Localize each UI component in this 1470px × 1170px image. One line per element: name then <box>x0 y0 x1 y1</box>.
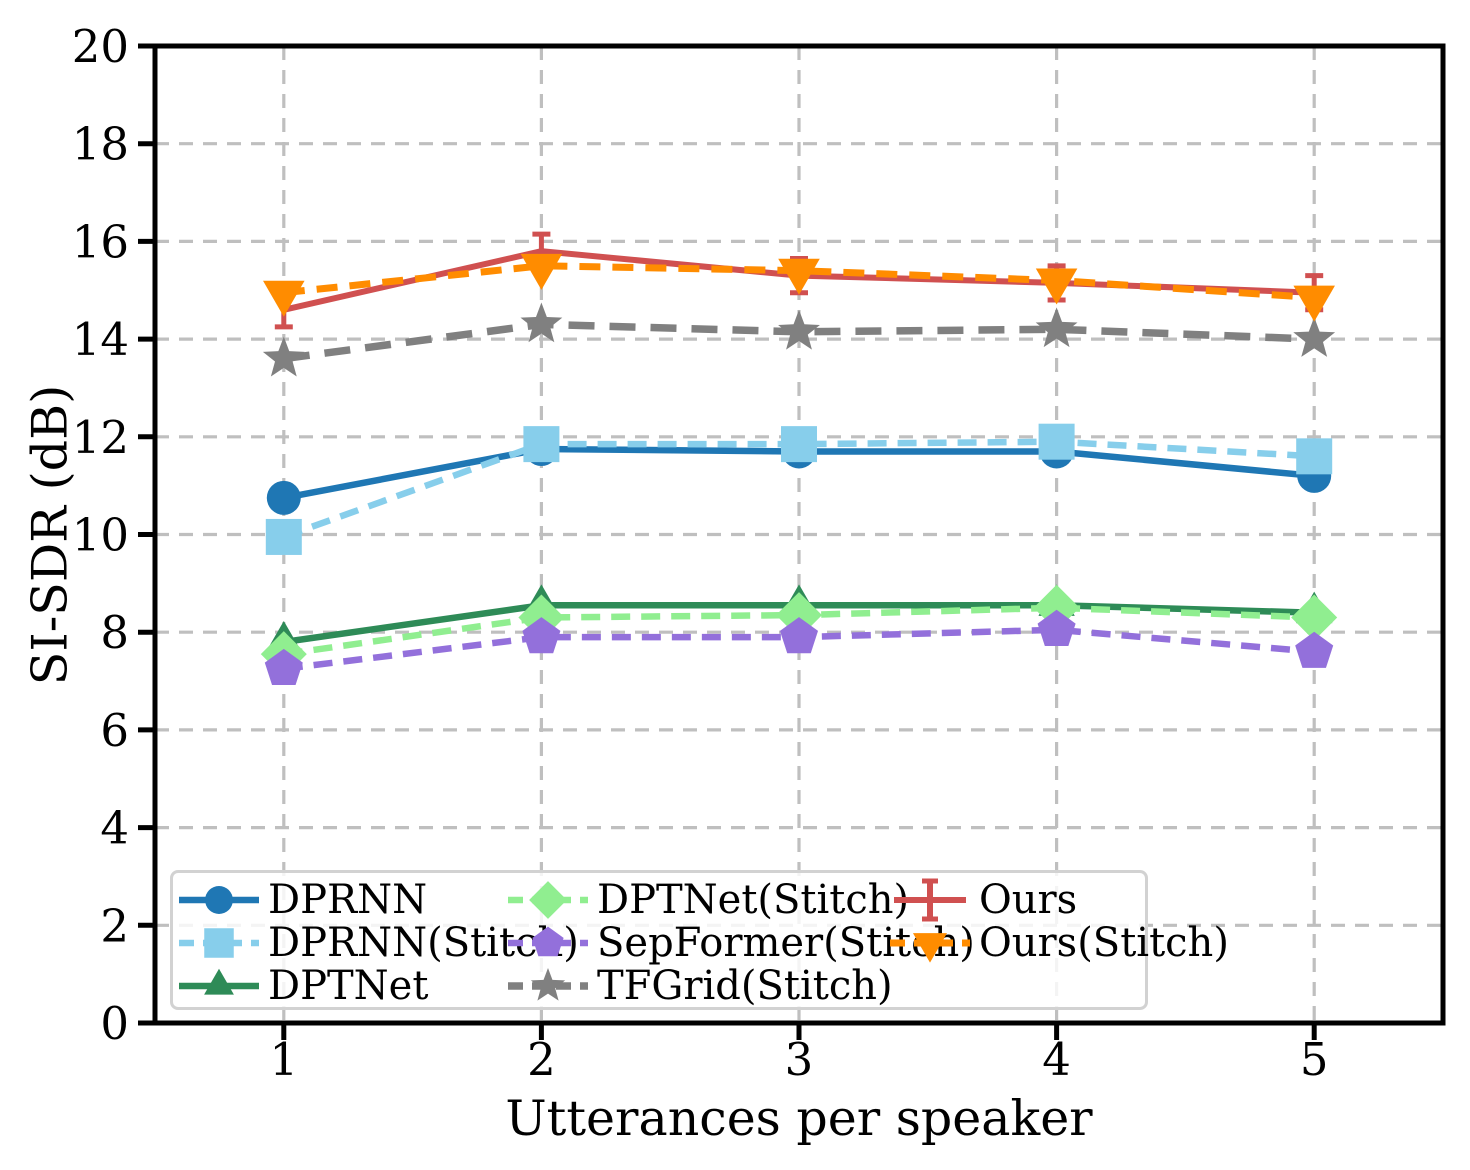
legend-marker-star-icon <box>508 967 588 1001</box>
svg-text:3: 3 <box>785 1033 814 1086</box>
svg-text:0: 0 <box>100 997 129 1050</box>
svg-text:5: 5 <box>1300 1033 1329 1086</box>
x-axis-label: Utterances per speaker <box>505 1090 1093 1147</box>
legend-label: Ours <box>979 876 1078 923</box>
legend-column: DPRNN DPRNN(Stitch) DPTNet <box>177 878 579 1007</box>
legend-item-tfgrid-stitch-: TFGrid(Stitch) <box>506 964 975 1007</box>
svg-text:2: 2 <box>527 1033 556 1086</box>
legend-label: DPRNN(Stitch) <box>268 919 579 966</box>
svg-text:4: 4 <box>100 802 129 855</box>
legend-marker-square-icon <box>179 927 259 958</box>
legend-label: DPRNN <box>268 876 428 923</box>
svg-text:20: 20 <box>72 20 129 73</box>
svg-text:8: 8 <box>100 606 129 659</box>
legend-item-dprnn-stitch-: DPRNN(Stitch) <box>177 921 579 964</box>
legend-item-dprnn: DPRNN <box>177 878 579 921</box>
legend-marker-diamond-icon <box>508 880 588 919</box>
svg-text:12: 12 <box>72 411 129 464</box>
svg-text:4: 4 <box>1042 1033 1071 1086</box>
svg-text:10: 10 <box>72 509 129 562</box>
legend-item-dptnet-stitch-: DPTNet(Stitch) <box>506 878 975 921</box>
x-tick-labels: 1 2 3 4 5 <box>269 1033 1328 1086</box>
legend-marker-triangle-up-icon <box>179 968 259 995</box>
legend-label: SepFormer(Stitch) <box>597 919 975 966</box>
series-ours-stitch- <box>263 253 1335 322</box>
y-tick-labels: 0 2 4 6 8 10 12 14 16 18 20 <box>72 20 129 1050</box>
legend-label: DPTNet(Stitch) <box>597 876 910 923</box>
svg-text:16: 16 <box>72 215 129 268</box>
legend-label: Ours(Stitch) <box>979 919 1229 966</box>
y-axis-label: SI-SDR (dB) <box>21 384 79 686</box>
legend-column: Ours Ours(Stitch) <box>888 878 1229 964</box>
series-sepformer-stitch- <box>264 609 1334 686</box>
svg-text:14: 14 <box>72 313 129 366</box>
axis-ticks <box>138 43 1317 1040</box>
legend-column: DPTNet(Stitch) SepFormer(Stitch) TFGrid(St… <box>506 878 975 1007</box>
legend-marker-circle-icon <box>179 885 259 914</box>
legend-item-dptnet: DPTNet <box>177 964 579 1007</box>
legend-item-ours: Ours <box>888 878 1229 921</box>
svg-text:6: 6 <box>100 704 129 757</box>
svg-text:18: 18 <box>72 118 129 171</box>
legend-label: TFGrid(Stitch) <box>597 962 893 1009</box>
legend-marker-triangle-down-icon <box>890 932 970 963</box>
legend: DPRNN DPRNN(Stitch) DPTNet DPTNet(Stitch) Se… <box>170 870 1229 1010</box>
legend-marker-errorbar-icon <box>894 878 966 921</box>
svg-text:2: 2 <box>100 899 129 952</box>
legend-label: DPTNet <box>268 962 429 1009</box>
svg-text:1: 1 <box>269 1033 298 1086</box>
series-dprnn-stitch- <box>265 423 1333 555</box>
legend-item-ours-stitch-: Ours(Stitch) <box>888 921 1229 964</box>
legend-marker-pentagon-icon <box>508 926 588 956</box>
legend-item-sepformer-stitch-: SepFormer(Stitch) <box>506 921 975 964</box>
series-tfgrid-stitch- <box>262 302 1336 377</box>
